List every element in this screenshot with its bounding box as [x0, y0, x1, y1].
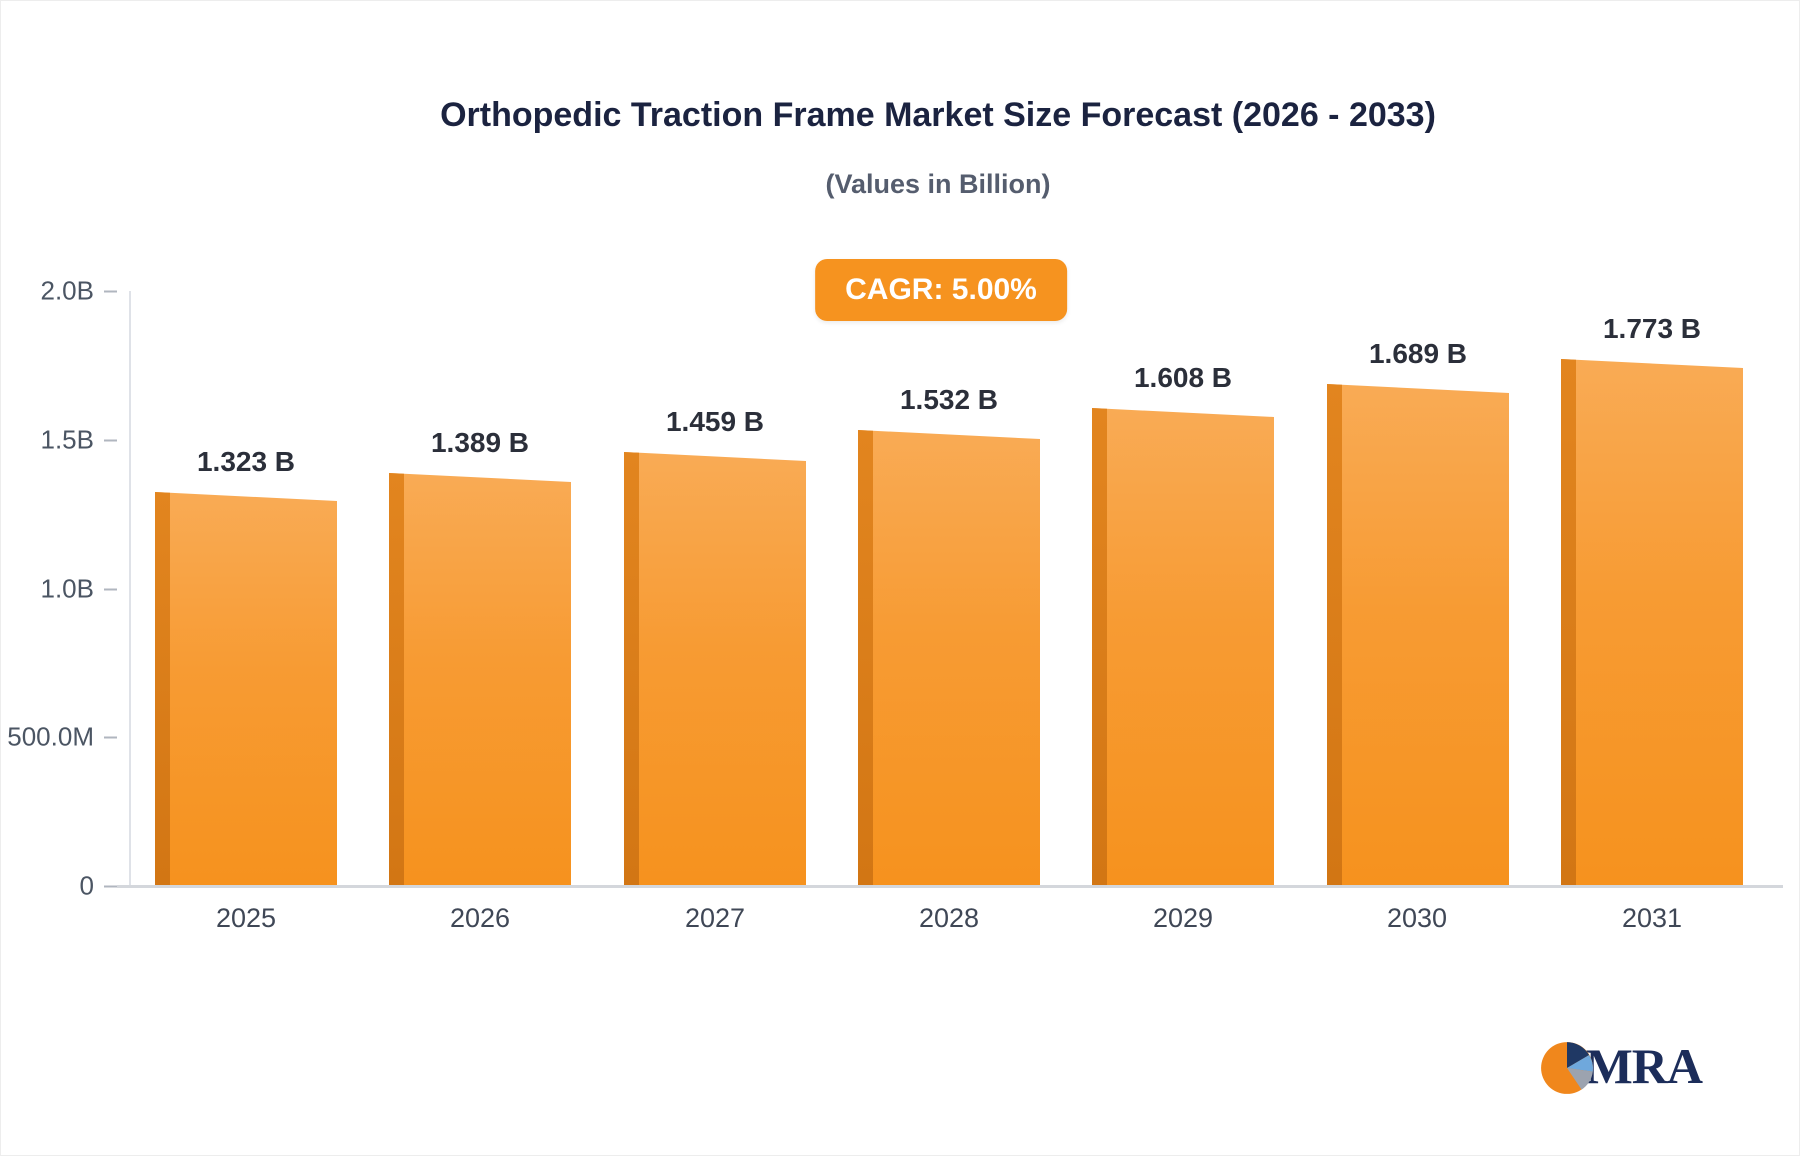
y-axis: 2.0B 1.5B 1.0B 500.0M 0: [1, 276, 129, 901]
y-tick-mark: [104, 736, 117, 738]
y-axis-line: [129, 291, 131, 886]
x-axis-label: 2026: [449, 903, 511, 933]
bar-2030: 1.689 B: [1327, 338, 1509, 886]
chart-title: Orthopedic Traction Frame Market Size Fo…: [440, 96, 1436, 134]
x-axis-label: 2027: [684, 903, 746, 933]
y-tick-mark: [104, 885, 117, 887]
bar-2025: 1.323 B: [155, 446, 337, 886]
y-tick-label: 1.0B: [40, 573, 95, 604]
logo: MRA: [1540, 1037, 1703, 1095]
bar-value-label: 1.323 B: [196, 446, 296, 477]
bar-side-shade: [1561, 359, 1576, 886]
bar-side-shade: [155, 492, 170, 886]
y-tick: 1.5B: [1, 425, 129, 456]
y-tick: 500.0M: [1, 722, 129, 753]
bar-side-shade: [389, 473, 404, 886]
bar-value-label: 1.773 B: [1602, 313, 1702, 344]
y-tick-label: 500.0M: [7, 721, 94, 752]
x-axis-label: 2031: [1621, 903, 1683, 933]
x-axis-baseline: [117, 885, 1783, 888]
plot-area: 1.323 B 1.389 B 1.459 B 1.532 B 1.608 B 1.689…: [129, 291, 1769, 886]
x-axis-label: 2029: [1152, 903, 1214, 933]
y-tick-label: 2.0B: [40, 275, 95, 306]
bar-2026: 1.389 B: [389, 427, 571, 886]
y-tick-mark: [104, 588, 117, 590]
y-tick-label: 0: [79, 870, 94, 901]
x-axis-label: 2028: [918, 903, 980, 933]
bar-side-shade: [858, 430, 873, 886]
y-tick: 1.0B: [1, 574, 129, 605]
y-tick: 0: [1, 871, 129, 902]
bar-face: [624, 452, 806, 886]
bar-value-label: 1.608 B: [1133, 362, 1233, 393]
bar-value-label: 1.459 B: [665, 406, 765, 437]
bar-face: [1327, 384, 1509, 886]
bar-side-shade: [624, 452, 639, 886]
x-axis-label: 2025: [215, 903, 277, 933]
x-axis: 2025 2026 2027 2028 2029 2030 2031: [129, 903, 1769, 943]
cagr-badge: CAGR: 5.00%: [815, 259, 1067, 321]
bar-value-label: 1.389 B: [430, 427, 530, 458]
logo-pie-icon: [1540, 1042, 1593, 1094]
bar-face: [389, 473, 571, 886]
chart-subtitle: (Values in Billion): [825, 169, 1051, 199]
bar-face: [858, 430, 1040, 886]
bar-face: [1561, 359, 1743, 886]
bar-face: [1092, 408, 1274, 886]
y-tick-label: 1.5B: [40, 424, 95, 455]
bar-face: [155, 492, 337, 886]
bar-value-label: 1.532 B: [899, 384, 999, 415]
logo-text: MRA: [1585, 1038, 1703, 1094]
y-tick-mark: [104, 439, 117, 441]
bar-2028: 1.532 B: [858, 384, 1040, 886]
bar-side-shade: [1092, 408, 1107, 886]
bar-2029: 1.608 B: [1092, 362, 1274, 886]
y-tick-mark: [104, 290, 117, 292]
bar-2027: 1.459 B: [624, 406, 806, 886]
bar-2031: 1.773 B: [1561, 313, 1743, 886]
x-axis-label: 2030: [1386, 903, 1448, 933]
bar-side-shade: [1327, 384, 1342, 886]
bar-value-label: 1.689 B: [1368, 338, 1468, 369]
y-tick: 2.0B: [1, 276, 129, 307]
